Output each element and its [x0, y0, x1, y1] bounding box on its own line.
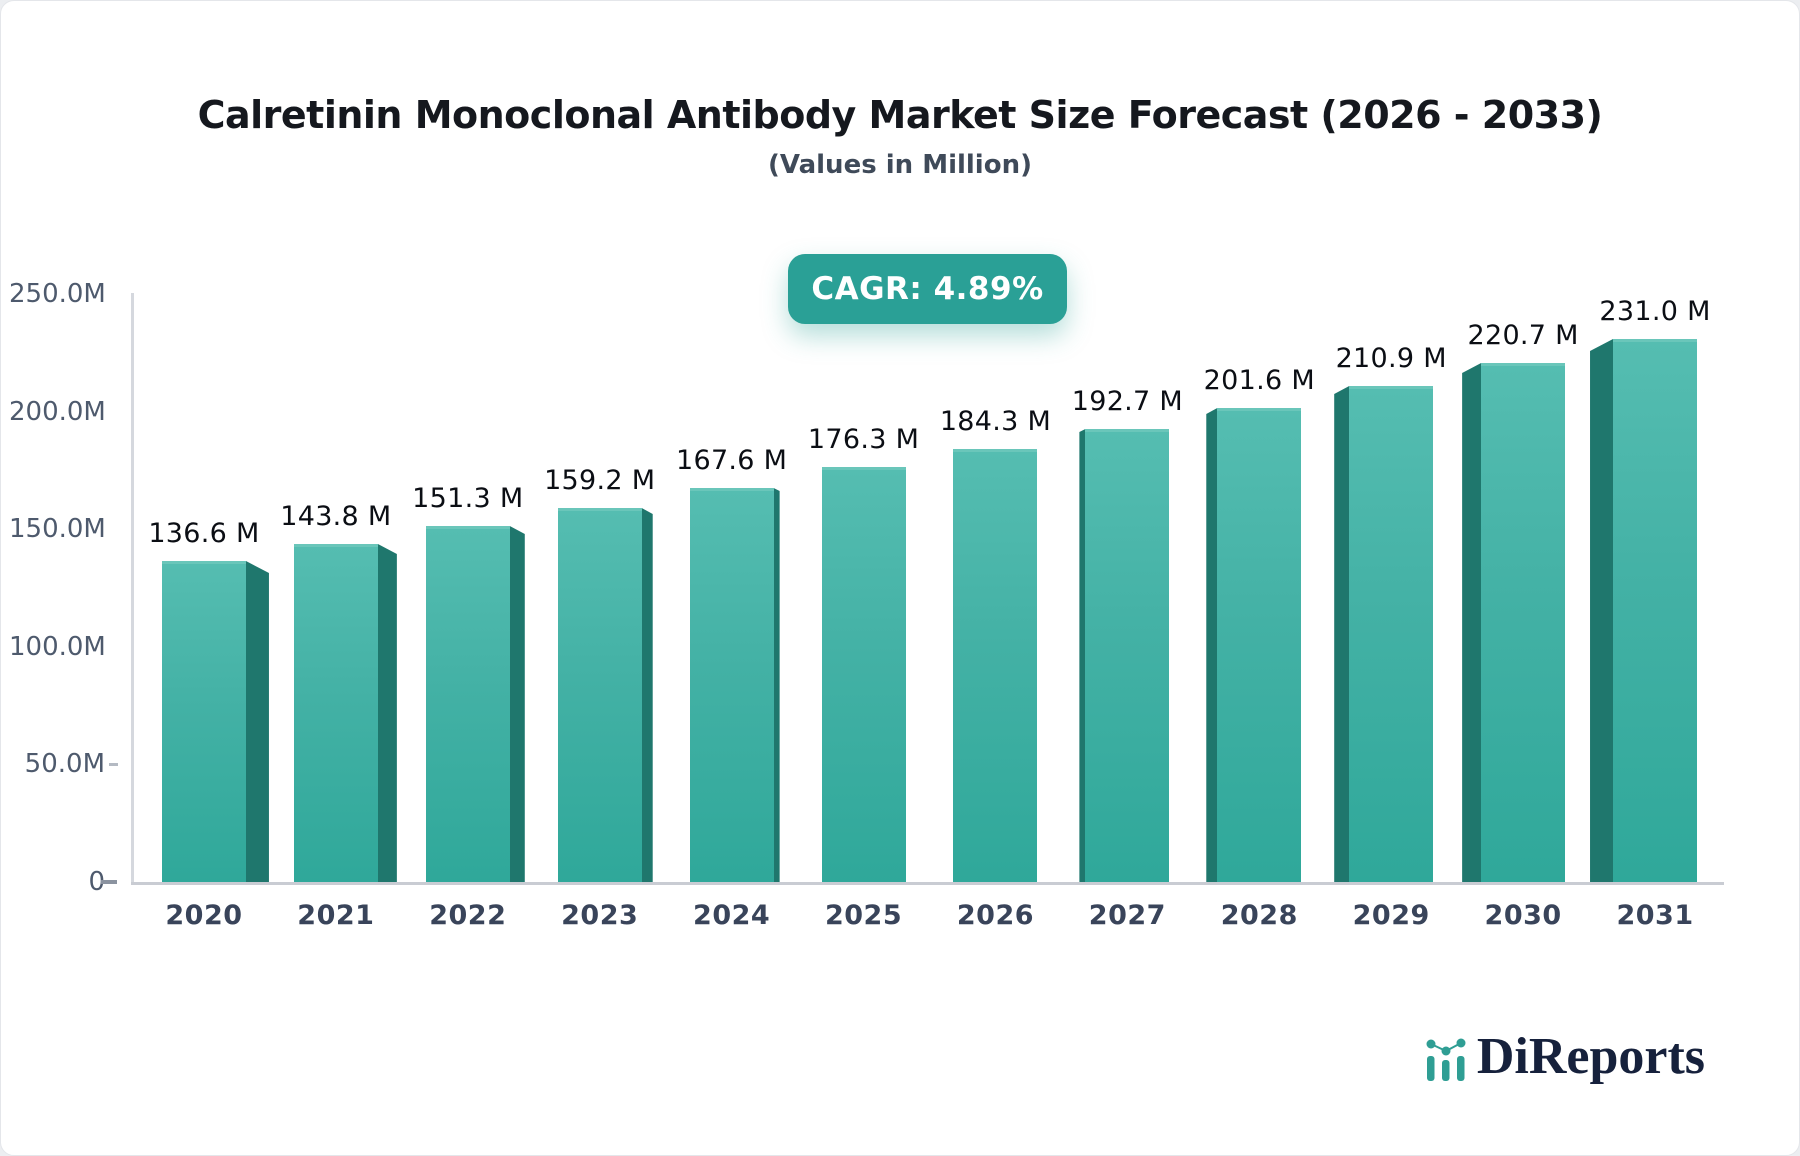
bar-side-face	[1590, 339, 1614, 882]
bar	[1217, 408, 1302, 882]
bar-side-face	[377, 544, 397, 882]
x-tick-label: 2023	[561, 900, 639, 931]
x-tick-label: 2021	[297, 900, 375, 931]
y-tick-label: 100.0M	[9, 631, 106, 662]
x-tick-label: 2022	[429, 900, 507, 931]
bar-side-face	[1334, 386, 1350, 882]
x-axis-line	[131, 882, 1724, 885]
y-tick-mark	[109, 763, 118, 767]
bar	[1481, 363, 1566, 882]
bar-value-label: 176.3 M	[807, 424, 920, 455]
y-tick-label: 200.0M	[9, 396, 106, 427]
bar-value-label: 192.7 M	[1071, 386, 1184, 417]
bar-side-face	[1462, 363, 1482, 882]
bar-side-face	[641, 508, 653, 882]
bar	[1613, 339, 1698, 882]
bar	[293, 544, 378, 882]
bar-value-label: 231.0 M	[1599, 296, 1711, 327]
bar	[1349, 386, 1434, 882]
cagr-badge: CAGR: 4.89%	[788, 254, 1067, 324]
x-tick-label: 2024	[693, 900, 771, 931]
x-tick-label: 2025	[824, 900, 903, 931]
bar-value-label: 159.2 M	[544, 465, 656, 496]
x-tick-label: 2031	[1616, 900, 1694, 931]
bar-side-face	[245, 561, 269, 882]
chart-title: Calretinin Monoclonal Antibody Market Si…	[197, 93, 1603, 137]
chart-subtitle: (Values in Million)	[768, 150, 1032, 180]
y-tick-mark	[101, 880, 117, 884]
bar-side-face	[773, 488, 780, 882]
y-tick-label: 50.0M	[24, 749, 105, 780]
bar	[1085, 429, 1170, 882]
bar-side-face	[1206, 408, 1218, 882]
y-axis-line	[131, 293, 134, 884]
bar-value-label: 143.8 M	[280, 501, 392, 532]
bar	[425, 526, 510, 882]
bar-value-label: 220.7 M	[1467, 320, 1579, 351]
y-tick-label: 0	[88, 867, 105, 897]
bar	[161, 561, 246, 882]
x-tick-label: 2020	[165, 900, 243, 931]
bar-value-label: 201.6 M	[1203, 365, 1315, 396]
x-tick-label: 2026	[956, 900, 1035, 931]
bar-side-face	[1079, 429, 1086, 882]
bar-value-label: 210.9 M	[1335, 343, 1447, 374]
bar-value-label: 184.3 M	[939, 406, 1052, 437]
y-tick-label: 150.0M	[9, 514, 106, 545]
bar-value-label: 167.6 M	[675, 445, 788, 476]
x-tick-label: 2030	[1484, 900, 1562, 931]
x-tick-label: 2029	[1352, 900, 1430, 931]
bar	[689, 488, 774, 882]
bar-value-label: 151.3 M	[412, 483, 524, 514]
direports-logo-text: DiReports	[1476, 1028, 1705, 1085]
bar-side-face	[509, 526, 525, 882]
y-tick-label: 250.0M	[9, 279, 106, 309]
bar	[953, 449, 1038, 882]
x-tick-label: 2028	[1220, 900, 1298, 931]
bar	[821, 467, 906, 882]
direports-logo: DiReports	[1424, 1025, 1705, 1085]
bar-chart-logo-icon	[1426, 1038, 1466, 1081]
bar-value-label: 136.6 M	[148, 518, 260, 549]
x-tick-label: 2027	[1088, 900, 1166, 931]
bar	[557, 508, 642, 882]
